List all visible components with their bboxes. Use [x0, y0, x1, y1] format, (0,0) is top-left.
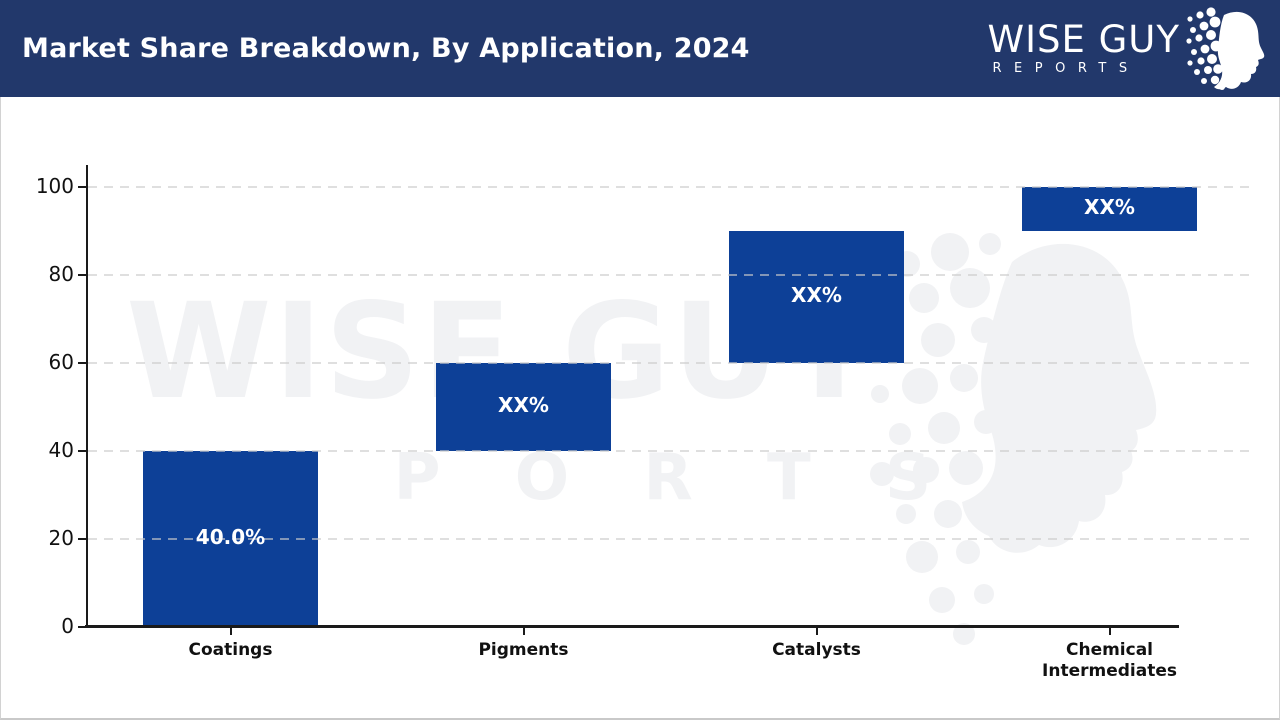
gridline-y-80	[88, 274, 1253, 276]
y-tick-label: 0	[61, 614, 74, 638]
y-tick-label: 100	[35, 174, 74, 198]
y-tick-20	[78, 538, 86, 540]
x-tick	[1108, 627, 1111, 635]
gridline-y-100	[88, 186, 1253, 188]
bar-catalysts	[729, 231, 904, 363]
bar-pigments	[436, 363, 611, 451]
logo-brand-name: WISE GUY	[987, 17, 1180, 61]
bar-chemical-intermediates	[1022, 187, 1197, 231]
x-tick	[522, 627, 525, 635]
bar-label: 40.0%	[195, 525, 266, 549]
y-tick-40	[78, 450, 86, 452]
bar-label: XX%	[791, 283, 842, 307]
y-tick-0	[78, 626, 86, 628]
header-bar: Market Share Breakdown, By Application, …	[0, 0, 1280, 97]
x-axis	[85, 625, 1179, 628]
x-category-label: Chemical Intermediates	[1042, 640, 1177, 682]
gridline-y-20	[88, 538, 1253, 540]
wiseguy-face-icon	[1186, 6, 1265, 90]
y-tick-100	[78, 186, 86, 188]
y-axis	[86, 165, 88, 628]
y-tick-80	[78, 274, 86, 276]
x-tick	[815, 627, 818, 635]
bar-label: XX%	[1084, 195, 1135, 219]
chart-title: Market Share Breakdown, By Application, …	[22, 33, 750, 64]
y-tick-label: 40	[48, 438, 74, 462]
gridline-y-60	[88, 362, 1253, 364]
x-category-label: Coatings	[188, 640, 273, 660]
y-tick-label: 80	[48, 262, 74, 286]
x-category-label: Catalysts	[772, 640, 861, 660]
logo-brand-subtitle: REPORTS	[992, 61, 1140, 77]
gridline-y-40	[88, 450, 1253, 452]
bar-label: XX%	[498, 393, 549, 417]
y-tick-label: 20	[48, 526, 74, 550]
y-tick-label: 60	[48, 350, 74, 374]
y-tick-60	[78, 362, 86, 364]
x-tick	[229, 627, 232, 635]
watermark-face-icon	[870, 233, 1157, 645]
x-category-label: Pigments	[478, 640, 569, 660]
wiseguy-logo-text: WISE GUY REPORTS	[987, 17, 1180, 77]
wiseguy-logo: WISE GUY REPORTS	[988, 5, 1266, 93]
